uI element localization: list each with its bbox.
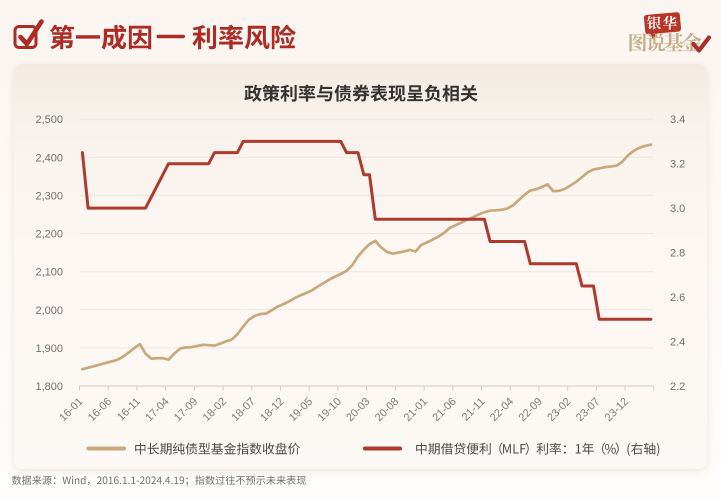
svg-text:3.0: 3.0: [670, 203, 685, 215]
svg-text:2,500: 2,500: [35, 114, 63, 126]
svg-text:1,800: 1,800: [35, 381, 63, 393]
svg-text:1,900: 1,900: [35, 343, 63, 355]
svg-text:2.4: 2.4: [670, 337, 685, 349]
svg-text:3.2: 3.2: [670, 159, 685, 171]
svg-text:3.4: 3.4: [670, 114, 685, 126]
svg-text:2,300: 2,300: [35, 190, 63, 202]
svg-text:2.2: 2.2: [670, 381, 685, 393]
svg-text:2.6: 2.6: [670, 292, 685, 304]
svg-text:2,000: 2,000: [35, 305, 63, 317]
svg-text:2,200: 2,200: [35, 229, 63, 241]
svg-text:2,100: 2,100: [35, 267, 63, 279]
svg-text:2,400: 2,400: [35, 152, 63, 164]
svg-text:2.8: 2.8: [670, 248, 685, 260]
